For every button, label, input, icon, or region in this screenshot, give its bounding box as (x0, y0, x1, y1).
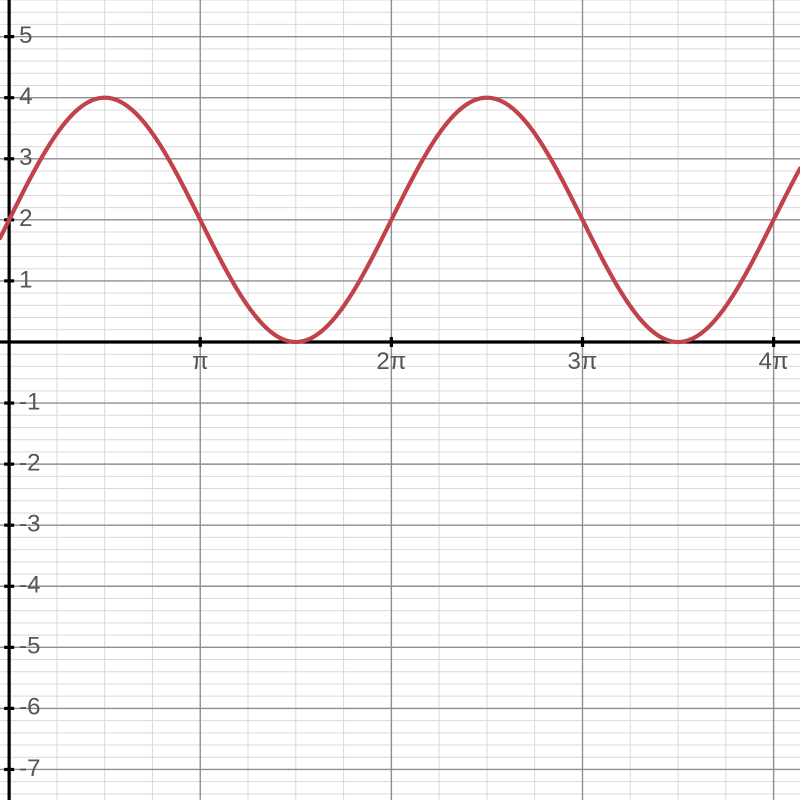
x-tick-label: 2π (376, 348, 406, 375)
x-axis-labels: π 2π 3π 4π (192, 348, 789, 375)
y-tick-label: -3 (19, 511, 40, 538)
y-axis-labels: 5 4 3 2 1 -1 -2 -3 -4 -5 -6 -7 (19, 22, 40, 782)
y-tick-label: -2 (19, 449, 40, 476)
minor-grid (0, 0, 800, 800)
y-tick-label: 2 (19, 205, 32, 232)
x-tick-label: 3π (568, 348, 598, 375)
major-grid (0, 0, 800, 800)
sine-chart: 5 4 3 2 1 -1 -2 -3 -4 -5 -6 -7 π 2π 3π 4π (0, 0, 800, 800)
y-tick-label: -4 (19, 572, 40, 599)
y-tick-label: 4 (19, 83, 32, 110)
y-tick-label: -6 (19, 694, 40, 721)
y-tick-label: -7 (19, 755, 40, 782)
axes (0, 0, 800, 800)
x-tick-label: 4π (759, 348, 789, 375)
x-tick-label: π (192, 348, 209, 375)
y-tick-label: 3 (19, 144, 32, 171)
y-tick-label: -1 (19, 388, 40, 415)
y-tick-label: 1 (19, 266, 32, 293)
y-tick-label: -5 (19, 633, 40, 660)
y-tick-label: 5 (19, 22, 32, 49)
